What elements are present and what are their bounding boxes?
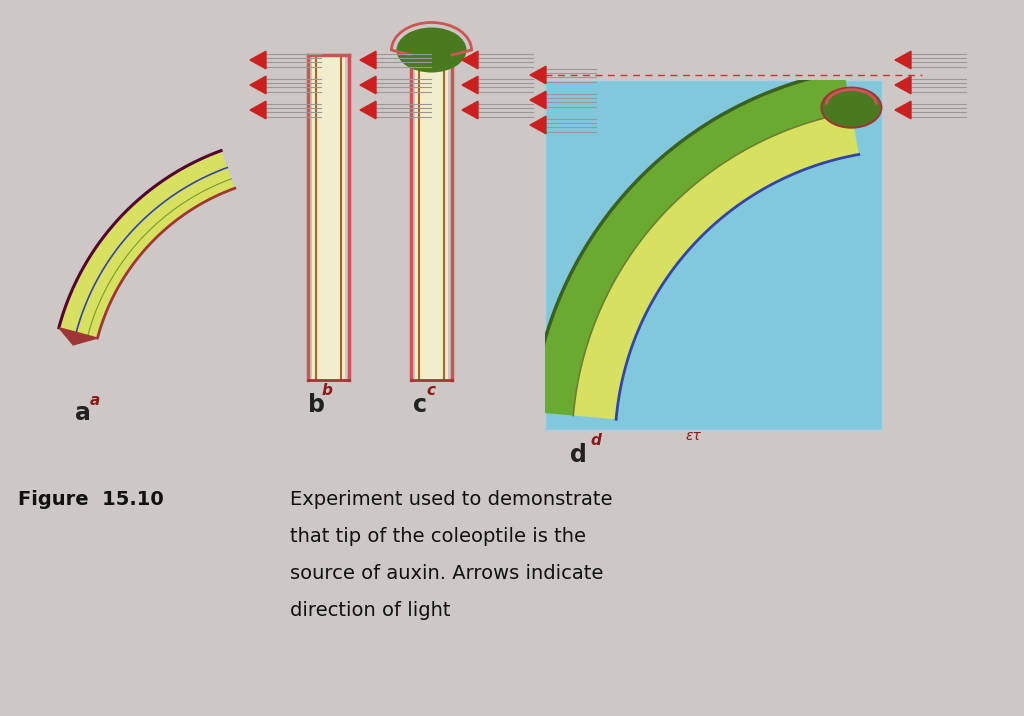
Polygon shape xyxy=(895,52,911,69)
Text: c: c xyxy=(426,383,435,398)
Text: b: b xyxy=(322,383,333,398)
Text: a: a xyxy=(90,393,100,408)
Text: d: d xyxy=(590,433,601,448)
Polygon shape xyxy=(531,71,851,415)
Text: b: b xyxy=(308,393,325,417)
Polygon shape xyxy=(250,101,266,119)
Polygon shape xyxy=(312,55,345,380)
Polygon shape xyxy=(530,66,546,84)
Polygon shape xyxy=(360,101,376,119)
Text: d: d xyxy=(570,443,587,467)
Polygon shape xyxy=(360,52,376,69)
Polygon shape xyxy=(530,116,546,134)
Text: Experiment used to demonstrate: Experiment used to demonstrate xyxy=(290,490,612,509)
Polygon shape xyxy=(58,328,97,345)
Text: direction of light: direction of light xyxy=(290,601,451,620)
Polygon shape xyxy=(415,55,449,380)
Polygon shape xyxy=(250,52,266,69)
Polygon shape xyxy=(360,76,376,94)
Polygon shape xyxy=(573,112,859,420)
Polygon shape xyxy=(462,101,478,119)
Polygon shape xyxy=(462,76,478,94)
Text: that tip of the coleoptile is the: that tip of the coleoptile is the xyxy=(290,527,586,546)
Polygon shape xyxy=(895,76,911,94)
Text: ετ: ετ xyxy=(685,429,700,443)
Polygon shape xyxy=(530,91,546,109)
Text: c: c xyxy=(413,393,427,417)
Text: source of auxin. Arrows indicate: source of auxin. Arrows indicate xyxy=(290,564,603,583)
Text: a: a xyxy=(75,401,91,425)
Polygon shape xyxy=(250,76,266,94)
Polygon shape xyxy=(462,52,478,69)
Polygon shape xyxy=(545,80,882,430)
Polygon shape xyxy=(58,150,234,338)
Ellipse shape xyxy=(821,87,882,127)
Text: Figure  15.10: Figure 15.10 xyxy=(18,490,164,509)
Ellipse shape xyxy=(396,27,467,72)
Polygon shape xyxy=(895,101,911,119)
